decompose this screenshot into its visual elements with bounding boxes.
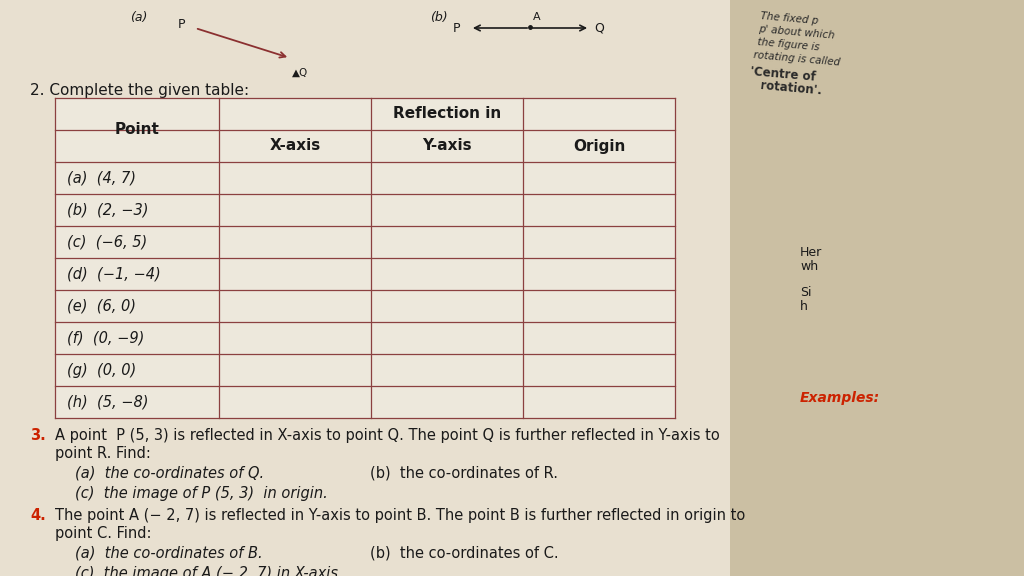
Text: (c)  (−6, 5): (c) (−6, 5) xyxy=(67,234,147,249)
Text: (h)  (5, −8): (h) (5, −8) xyxy=(67,395,148,410)
Text: Point: Point xyxy=(115,123,160,138)
Text: (e)  (6, 0): (e) (6, 0) xyxy=(67,298,136,313)
Text: P: P xyxy=(453,21,460,35)
Text: p' about which: p' about which xyxy=(758,24,836,41)
Text: (a)  (4, 7): (a) (4, 7) xyxy=(67,170,136,185)
Text: (c)  the image of P (5, 3)  in origin.: (c) the image of P (5, 3) in origin. xyxy=(75,486,328,501)
Bar xyxy=(0,0,730,576)
Text: (b)  (2, −3): (b) (2, −3) xyxy=(67,203,148,218)
Text: (a)  the co-ordinates of B.: (a) the co-ordinates of B. xyxy=(75,546,262,561)
Text: Origin: Origin xyxy=(572,138,626,153)
Text: wh: wh xyxy=(800,260,818,273)
Text: (g)  (0, 0): (g) (0, 0) xyxy=(67,362,136,377)
Text: (b): (b) xyxy=(430,11,447,24)
Text: A: A xyxy=(534,12,541,22)
Text: (c)  the image of A (− 2, 7) in X-axis.: (c) the image of A (− 2, 7) in X-axis. xyxy=(75,566,343,576)
Text: Y-axis: Y-axis xyxy=(422,138,472,153)
Text: rotation'.: rotation'. xyxy=(760,79,822,97)
Text: (d)  (−1, −4): (d) (−1, −4) xyxy=(67,267,161,282)
Text: Her: Her xyxy=(800,246,822,259)
Text: ▲Q: ▲Q xyxy=(292,68,308,78)
Text: The fixed p: The fixed p xyxy=(760,11,819,26)
Text: Examples:: Examples: xyxy=(800,391,880,405)
Bar xyxy=(56,131,218,161)
Text: X-axis: X-axis xyxy=(269,138,321,153)
Text: (b)  the co-ordinates of C.: (b) the co-ordinates of C. xyxy=(370,546,559,561)
Text: point R. Find:: point R. Find: xyxy=(55,446,151,461)
Text: 'Centre of: 'Centre of xyxy=(750,65,816,84)
Text: (b)  the co-ordinates of R.: (b) the co-ordinates of R. xyxy=(370,466,558,481)
Bar xyxy=(55,98,675,418)
Text: rotating is called: rotating is called xyxy=(753,50,841,67)
Text: 2. Complete the given table:: 2. Complete the given table: xyxy=(30,83,249,98)
Text: Reflection in: Reflection in xyxy=(393,107,502,122)
Text: 4.: 4. xyxy=(30,508,46,523)
Text: (f)  (0, −9): (f) (0, −9) xyxy=(67,331,144,346)
Text: The point A (− 2, 7) is reflected in Y-axis to point B. The point B is further r: The point A (− 2, 7) is reflected in Y-a… xyxy=(55,508,745,523)
Text: (a)  the co-ordinates of Q.: (a) the co-ordinates of Q. xyxy=(75,466,264,481)
Text: 3.: 3. xyxy=(30,428,46,443)
Text: (a): (a) xyxy=(130,11,147,24)
Text: the figure is: the figure is xyxy=(757,37,820,52)
Text: Si: Si xyxy=(800,286,811,299)
Text: Q: Q xyxy=(594,21,604,35)
Text: h: h xyxy=(800,300,808,313)
Text: P: P xyxy=(177,17,185,31)
Text: A point  P (5, 3) is reflected in X-axis to point Q. The point Q is further refl: A point P (5, 3) is reflected in X-axis … xyxy=(55,428,720,443)
Text: point C. Find:: point C. Find: xyxy=(55,526,152,541)
